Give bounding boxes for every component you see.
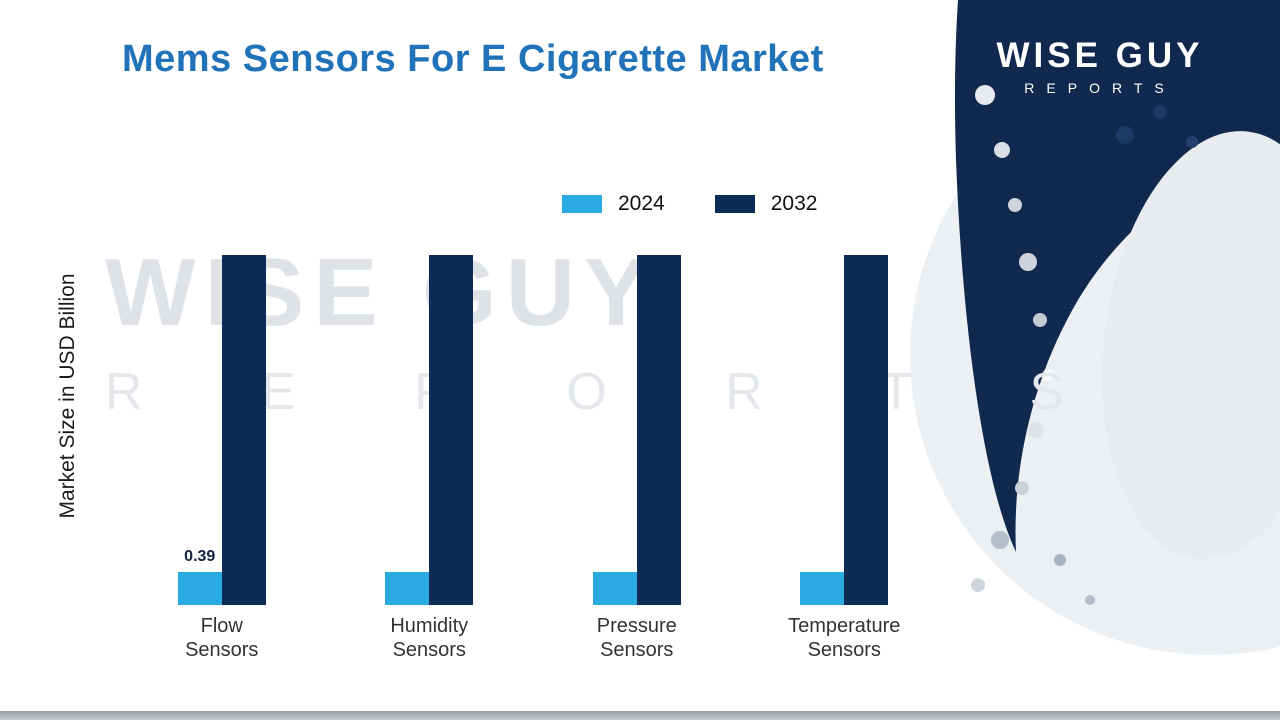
bar-2024	[800, 572, 845, 605]
bars	[385, 255, 474, 605]
legend-swatch-2032	[714, 195, 755, 213]
logo: WISE GUY REPORTS	[975, 36, 1225, 96]
legend-label-2024: 2024	[618, 192, 665, 215]
bar-group: Pressure Sensors	[533, 255, 741, 661]
bar-2024	[592, 572, 637, 605]
logo-subtitle: REPORTS	[1024, 80, 1176, 96]
bar-2032	[429, 255, 474, 605]
y-axis-label: Market Size in USD Billion	[56, 273, 79, 519]
bar-2024: 0.39	[177, 548, 222, 605]
bar-value-label: 0.39	[184, 548, 216, 565]
bar-group: 0.39 Flow Sensors	[118, 255, 326, 661]
bar-chart: 0.39 Flow Sensors Humidity Sensors Pressure Se…	[118, 255, 949, 661]
footer-strip	[0, 711, 1280, 720]
bar-2032	[844, 255, 889, 605]
face-silhouette	[1101, 131, 1280, 559]
category-label: Temperature Sensors	[788, 615, 901, 661]
bar-group: Humidity Sensors	[326, 255, 534, 661]
bar-2032	[636, 255, 681, 605]
chart-title: Mems Sensors For E Cigarette Market	[122, 38, 824, 80]
legend: 2024 2032	[562, 192, 817, 216]
bar-2024	[385, 572, 430, 605]
legend-item-2024: 2024	[562, 192, 665, 216]
legend-item-2032: 2032	[714, 192, 818, 216]
legend-label-2032: 2032	[770, 192, 818, 215]
category-label: Pressure Sensors	[596, 615, 677, 661]
bar-group: Temperature Sensors	[741, 255, 949, 661]
bar-2032	[221, 255, 266, 605]
legend-swatch-2024	[562, 195, 602, 213]
logo-wordmark: WISE GUY	[996, 36, 1204, 75]
category-label: Humidity Sensors	[390, 615, 469, 661]
watermark-line1: WISE GUY	[105, 239, 658, 346]
bars	[800, 255, 889, 605]
bars	[592, 255, 681, 605]
category-label: Flow Sensors	[185, 615, 259, 661]
corner-shape	[954, 0, 1280, 552]
bars: 0.39	[177, 255, 266, 605]
